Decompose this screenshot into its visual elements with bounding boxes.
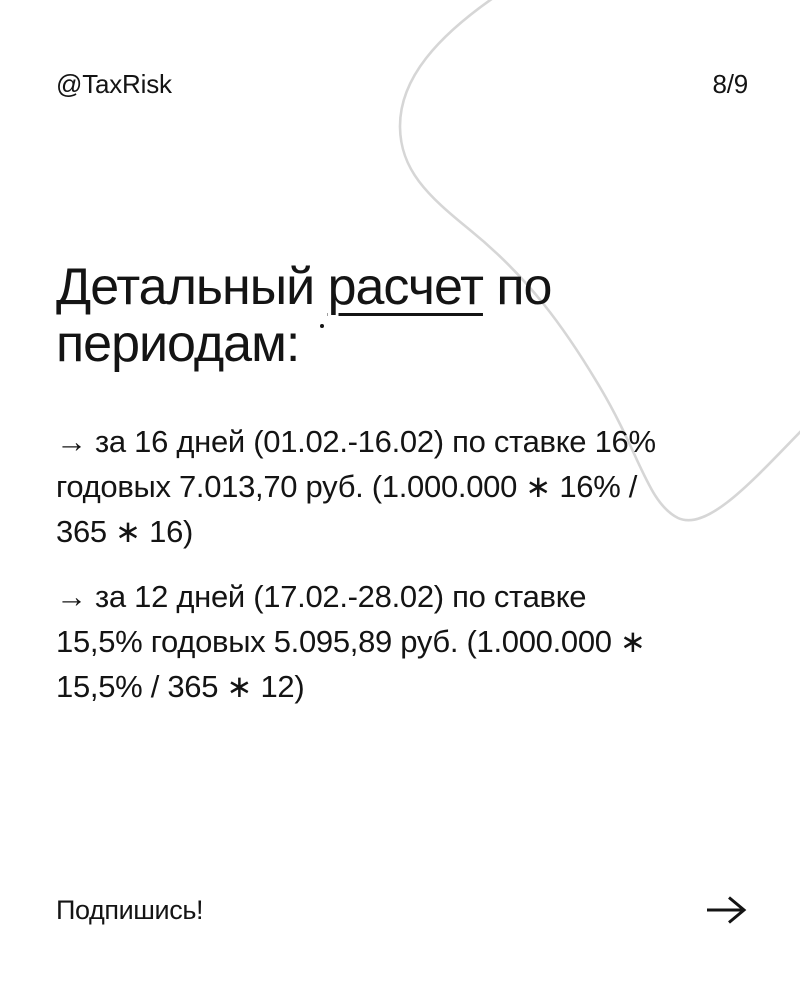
calc-period-1-line: годовых 7.013,70 руб. (1.000.000 ∗ 16% /: [56, 469, 638, 504]
calculation-list: → за 16 дней (01.02.-16.02) по ставке 16…: [56, 419, 760, 729]
calc-period-1-line: 365 ∗ 16): [56, 514, 194, 549]
slide-footer: Подпишись!: [56, 886, 748, 934]
title-line-1: Детальный расчет по: [56, 258, 760, 328]
account-handle[interactable]: @TaxRisk: [56, 69, 172, 99]
title-text: по: [482, 258, 552, 316]
title-line-2: периодам:: [56, 315, 300, 373]
underlined-word-text: расчет: [327, 258, 484, 316]
title-text: Детальный: [56, 258, 328, 316]
arrow-right-icon[interactable]: [704, 894, 748, 926]
slide-header: @TaxRisk 8/9: [56, 68, 748, 100]
calc-period-2: → за 12 дней (17.02.-28.02) по ставке 15…: [56, 574, 760, 709]
calc-period-2-line: 15,5% годовых 5.095,89 руб. (1.000.000 ∗: [56, 624, 646, 659]
page-title: Детальный расчет по периодам:: [56, 259, 760, 373]
calc-period-1: → за 16 дней (01.02.-16.02) по ставке 16…: [56, 419, 760, 554]
calc-period-2-line: 15,5% / 365 ∗ 12): [56, 669, 305, 704]
page-indicator: 8/9: [712, 69, 748, 99]
underlined-word: расчет: [319, 258, 484, 328]
subscribe-cta[interactable]: Подпишись!: [56, 894, 204, 925]
calc-period-2-line: → за 12 дней (17.02.-28.02) по ставке: [56, 579, 587, 614]
calc-period-1-line: → за 16 дней (01.02.-16.02) по ставке 16…: [56, 424, 656, 459]
underline-artifact-dot: [319, 324, 324, 328]
